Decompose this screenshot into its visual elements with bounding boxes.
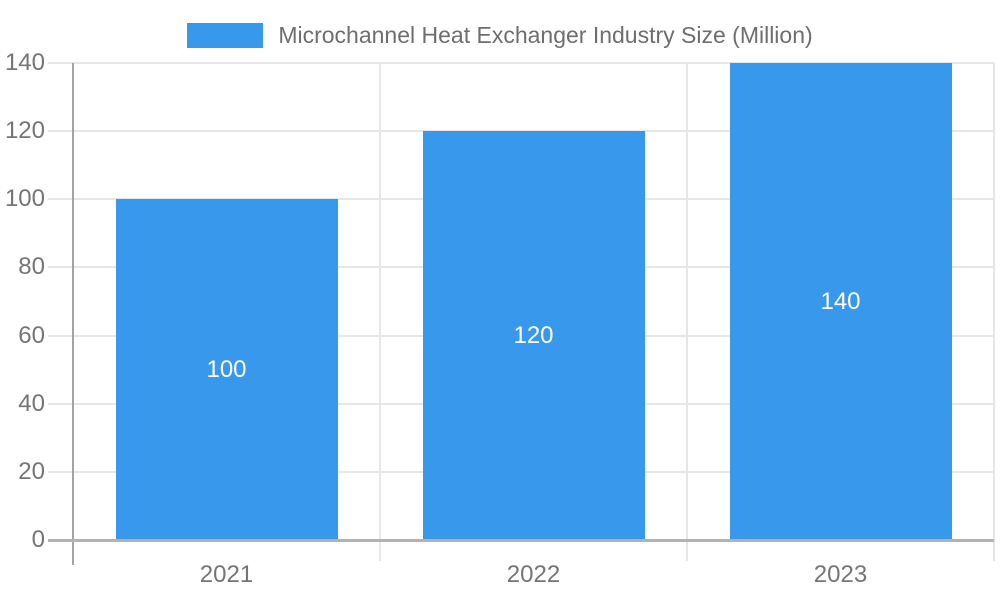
- v-gridline: [379, 63, 381, 561]
- x-axis-baseline: [48, 539, 994, 542]
- y-tick-label: 20: [18, 457, 45, 485]
- bar-value-label: 120: [513, 321, 554, 349]
- v-gridline: [686, 63, 688, 561]
- legend: Microchannel Heat Exchanger Industry Siz…: [0, 20, 1000, 50]
- y-tick-label: 100: [4, 185, 45, 213]
- x-tick-label: 2023: [813, 561, 868, 588]
- x-tick-label: 2022: [506, 561, 561, 588]
- y-axis-line: [72, 63, 74, 565]
- bar[interactable]: 120: [422, 131, 645, 540]
- y-tick-label: 140: [4, 49, 45, 76]
- legend-label: Microchannel Heat Exchanger Industry Siz…: [278, 21, 813, 48]
- bar[interactable]: 100: [115, 199, 338, 540]
- y-tick-label: 0: [31, 526, 45, 553]
- plot-area: 0 20 40 60 80 100 120 140 100 120 140 2021 2022 2023: [5, 49, 995, 588]
- y-tick-label: 80: [18, 253, 45, 281]
- bar[interactable]: 140: [729, 63, 952, 540]
- bar-value-label: 140: [820, 287, 861, 315]
- v-gridline: [993, 63, 995, 561]
- y-tick-label: 40: [18, 389, 45, 417]
- x-tick-label: 2021: [199, 561, 254, 588]
- y-tick-label: 120: [4, 117, 45, 145]
- legend-swatch: [187, 22, 264, 48]
- bar-value-label: 100: [206, 355, 247, 383]
- y-tick-label: 60: [18, 321, 45, 349]
- h-gridline: [48, 62, 994, 64]
